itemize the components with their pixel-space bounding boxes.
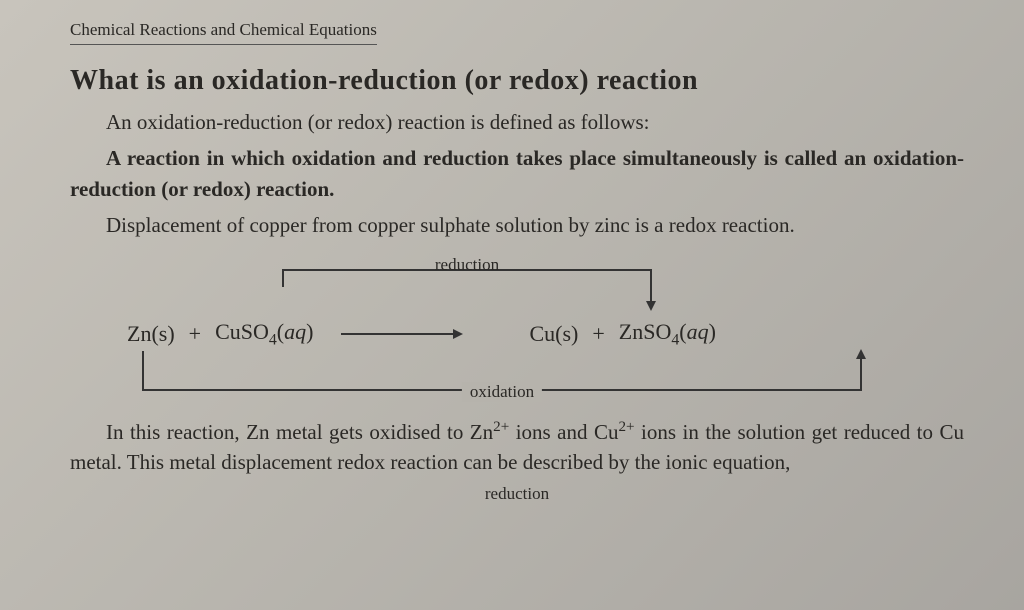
plus-2: + [592,321,604,347]
equation-row: Zn(s) + CuSO4(aq) Cu(s) + ZnSO4(aq) [87,319,947,349]
product-znso4: ZnSO4(aq) [619,319,716,349]
definition-bold: A reaction in which oxidation and reduct… [70,146,964,200]
cu-charge: 2+ [618,419,634,435]
product-cu: Cu(s) [529,321,578,347]
explanation-paragraph: In this reaction, Zn metal gets oxidised… [70,417,964,478]
reactant-zn: Zn(s) [127,321,175,347]
chapter-header: Chemical Reactions and Chemical Equation… [70,20,377,45]
cutoff-label: reduction [70,484,964,504]
reduction-label: reduction [427,255,507,275]
textbook-page: Chemical Reactions and Chemical Equation… [0,0,1024,504]
example-intro: Displacement of copper from copper sulph… [70,210,964,240]
reactant-cuso4: CuSO4(aq) [215,319,313,349]
oxidation-bracket: oxidation [142,351,862,391]
plus-1: + [189,321,201,347]
reaction-arrow [341,333,461,335]
explain-mid: ions and Cu [509,420,618,444]
explain-p1: In this reaction, Zn metal gets oxidised… [106,420,493,444]
oxidation-label: oxidation [462,382,542,402]
zn-charge: 2+ [493,419,509,435]
intro-line: An oxidation-reduction (or redox) reacti… [70,107,964,137]
redox-equation-diagram: reduction Zn(s) + CuSO4(aq) Cu(s) + ZnSO… [87,259,947,409]
definition-text: A reaction in which oxidation and reduct… [70,143,964,204]
section-title: What is an oxidation-reduction (or redox… [70,65,964,97]
reduction-bracket: reduction [282,269,652,309]
